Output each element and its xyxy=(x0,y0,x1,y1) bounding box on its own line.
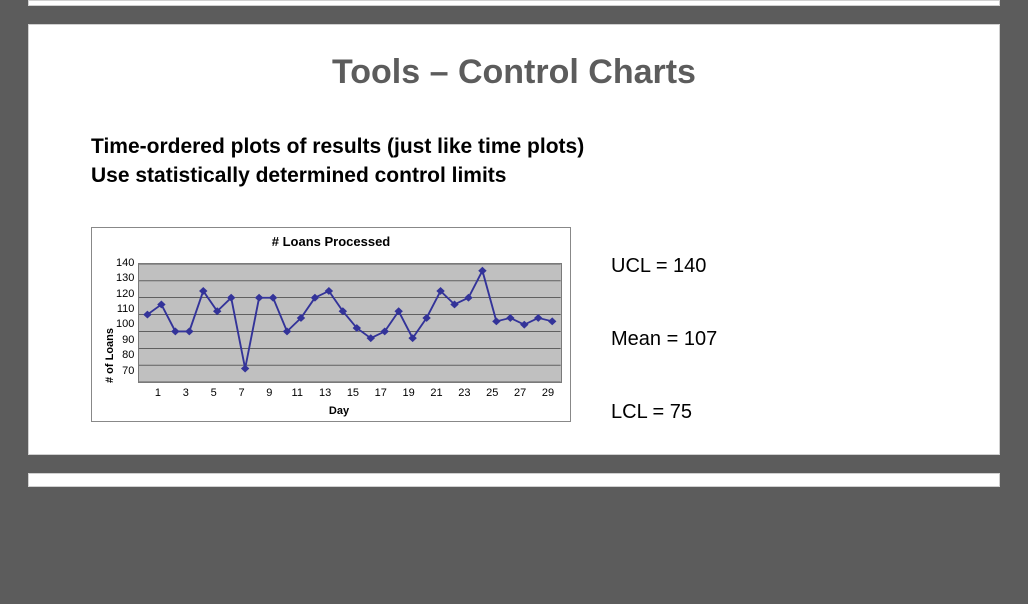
chart-title: # Loans Processed xyxy=(100,234,562,249)
content-row: # Loans Processed # of Loans 14013012011… xyxy=(65,227,963,424)
x-tick: 29 xyxy=(534,387,562,399)
subtitle-line-1: Time-ordered plots of results (just like… xyxy=(91,132,963,161)
x-tick: 5 xyxy=(200,387,228,399)
x-tick: 7 xyxy=(228,387,256,399)
x-tick: 1 xyxy=(144,387,172,399)
x-tick: 15 xyxy=(339,387,367,399)
y-tick: 80 xyxy=(122,349,134,361)
y-tick: 90 xyxy=(122,334,134,346)
subtitle-line-2: Use statistically determined control lim… xyxy=(91,161,963,190)
x-tick: 17 xyxy=(367,387,395,399)
slide-title: Tools – Control Charts xyxy=(65,53,963,92)
x-tick: 9 xyxy=(255,387,283,399)
x-axis-label: Day xyxy=(116,405,562,417)
slide-card: Tools – Control Charts Time-ordered plot… xyxy=(28,24,1000,455)
x-tick: 21 xyxy=(423,387,451,399)
x-tick: 19 xyxy=(395,387,423,399)
y-tick: 100 xyxy=(116,318,134,330)
mean-value: Mean = 107 xyxy=(611,328,717,351)
next-card-head xyxy=(28,473,1000,487)
x-tick: 25 xyxy=(478,387,506,399)
y-tick: 130 xyxy=(116,272,134,284)
x-axis-ticks: 1357911131517192123252729 xyxy=(144,387,562,399)
y-tick: 120 xyxy=(116,288,134,300)
ucl-value: UCL = 140 xyxy=(611,255,717,278)
y-tick: 140 xyxy=(116,257,134,269)
x-tick: 27 xyxy=(506,387,534,399)
stats-column: UCL = 140 Mean = 107 LCL = 75 xyxy=(611,227,717,424)
x-tick: 23 xyxy=(450,387,478,399)
control-chart: # Loans Processed # of Loans 14013012011… xyxy=(91,227,571,422)
slide-subtitle: Time-ordered plots of results (just like… xyxy=(65,132,963,191)
y-axis-ticks: 140 130 120 110 100 90 80 70 xyxy=(116,257,138,377)
x-tick: 13 xyxy=(311,387,339,399)
y-tick: 70 xyxy=(122,365,134,377)
chart-svg xyxy=(139,264,561,382)
x-tick: 3 xyxy=(172,387,200,399)
y-tick: 110 xyxy=(117,303,135,315)
y-axis-label: # of Loans xyxy=(100,263,116,417)
prev-card-tail xyxy=(28,0,1000,6)
lcl-value: LCL = 75 xyxy=(611,401,717,424)
plot-area xyxy=(138,263,562,383)
x-tick: 11 xyxy=(283,387,311,399)
